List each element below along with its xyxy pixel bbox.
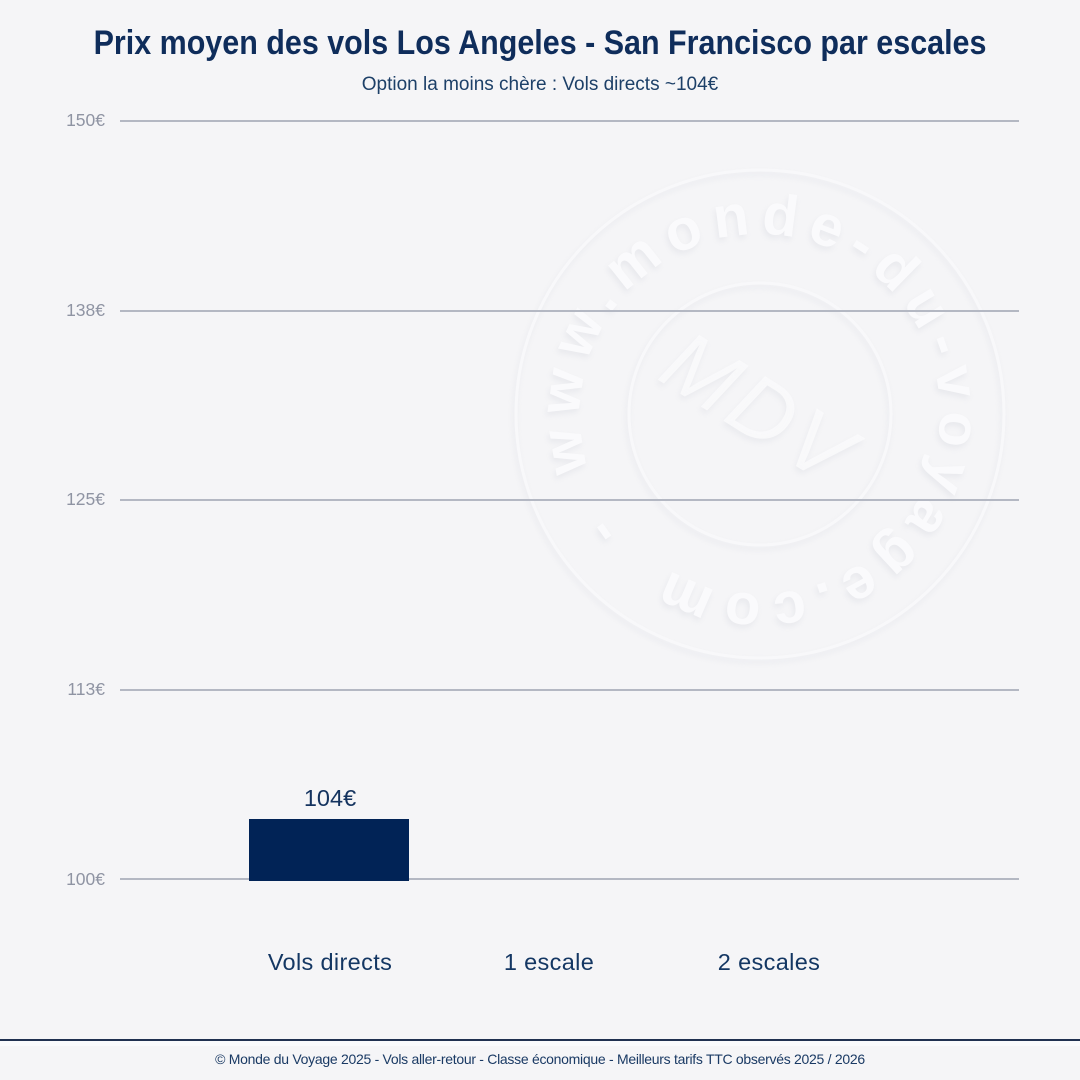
svg-text:MDV: MDV	[645, 312, 875, 506]
